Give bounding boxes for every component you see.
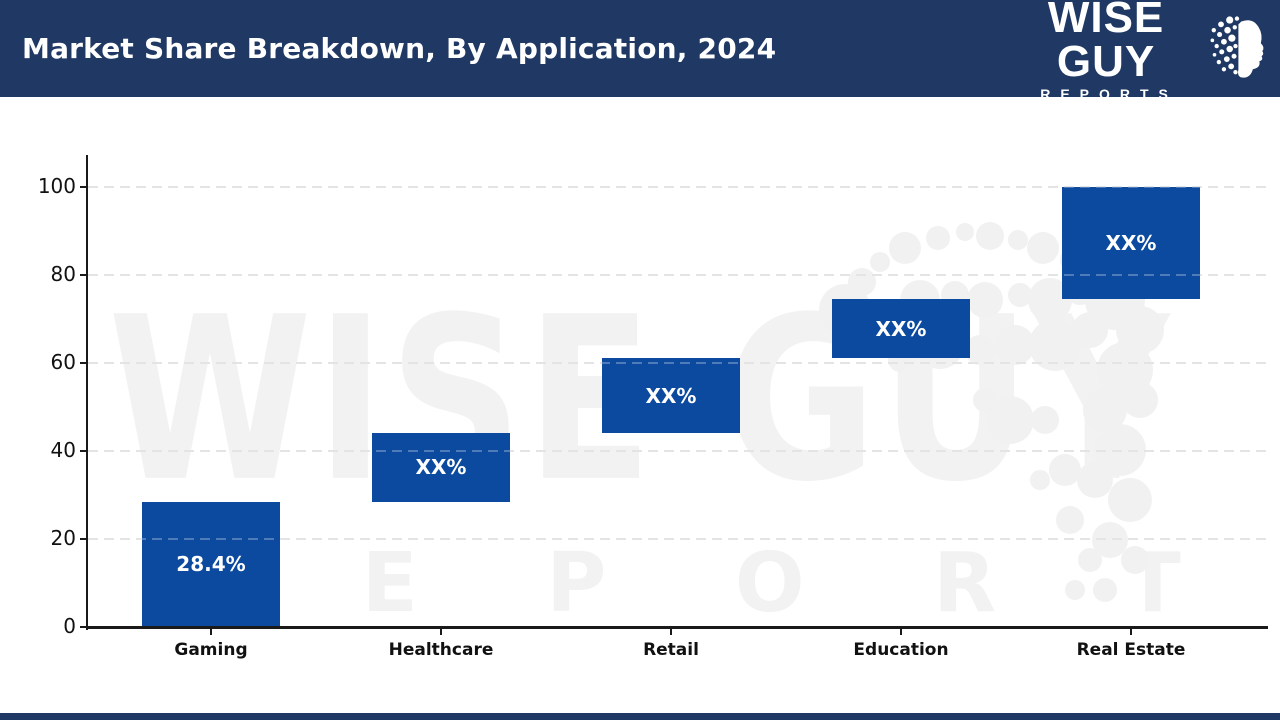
- gridline: [88, 537, 1268, 540]
- y-axis-tick: [80, 361, 86, 364]
- y-tick-label: 80: [50, 261, 76, 286]
- x-axis-tick: [440, 628, 442, 635]
- y-tick-label: 40: [50, 437, 76, 462]
- brand-logo: WISE GUY REPORTS: [1006, 0, 1266, 102]
- y-tick-label: 0: [63, 613, 76, 638]
- brand-subtitle: REPORTS: [1040, 86, 1178, 102]
- bar: XX%: [372, 433, 510, 502]
- y-axis-tick: [80, 449, 86, 452]
- gridline-overlay: [88, 185, 1268, 188]
- y-tick-label: 20: [50, 525, 76, 550]
- x-axis-tick: [1130, 628, 1132, 635]
- bar-value-label: XX%: [1105, 230, 1157, 255]
- x-tick-label: Education: [853, 639, 949, 660]
- bar: XX%: [602, 358, 740, 434]
- y-axis-tick: [80, 537, 86, 540]
- gridline: [88, 273, 1268, 276]
- brand-logo-text: WISE GUY REPORTS: [1006, 0, 1206, 102]
- gridline-overlay: [88, 537, 1268, 540]
- gridline-overlay: [88, 273, 1268, 276]
- x-tick-label: Retail: [643, 639, 699, 660]
- x-tick-label: Healthcare: [388, 639, 494, 660]
- x-axis-tick: [210, 628, 212, 635]
- y-axis-tick: [80, 625, 86, 628]
- brand-face-icon: [1210, 16, 1264, 78]
- footer-bar: [0, 713, 1280, 720]
- y-tick-label: 100: [37, 173, 76, 198]
- x-axis-tick: [900, 628, 902, 635]
- y-axis-tick: [80, 273, 86, 276]
- header-bar: Market Share Breakdown, By Application, …: [0, 0, 1280, 102]
- bar-value-label: XX%: [875, 316, 927, 341]
- bar: XX%: [1062, 186, 1200, 300]
- gridline-overlay: [88, 361, 1268, 364]
- bar: 28.4%: [142, 501, 280, 627]
- x-axis-tick: [670, 628, 672, 635]
- x-tick-label: Real Estate: [1076, 639, 1186, 660]
- page-title: Market Share Breakdown, By Application, …: [22, 32, 777, 65]
- bar-value-label: 28.4%: [176, 552, 246, 576]
- y-axis-spine: [86, 155, 88, 630]
- gridline: [88, 185, 1268, 188]
- bar-value-label: XX%: [415, 455, 467, 480]
- gridline: [88, 449, 1268, 452]
- x-axis-spine: [86, 625, 1268, 629]
- y-axis-tick: [80, 185, 86, 188]
- bar-value-label: XX%: [645, 383, 697, 408]
- gridline-overlay: [88, 449, 1268, 452]
- x-tick-label: Gaming: [174, 639, 248, 660]
- bar: XX%: [832, 299, 970, 359]
- y-tick-label: 60: [50, 349, 76, 374]
- brand-name: WISE GUY: [1047, 0, 1165, 86]
